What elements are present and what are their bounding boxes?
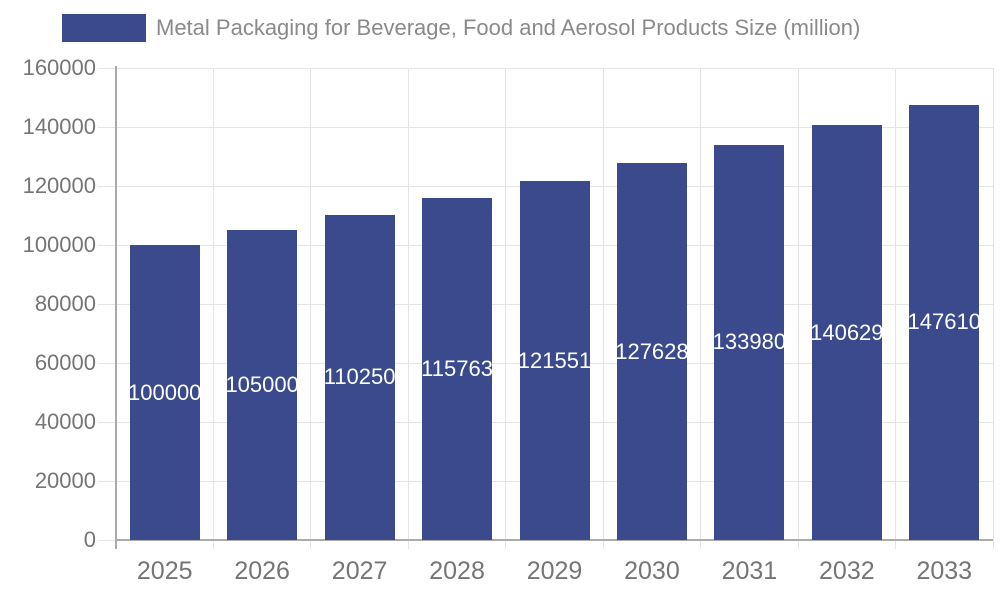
bar[interactable]: 127628 xyxy=(616,163,687,540)
bar-value-label: 127628 xyxy=(616,338,687,364)
y-axis-tick-label: 80000 xyxy=(34,291,96,316)
x-gridline xyxy=(212,68,214,549)
y-axis-tick-label: 100000 xyxy=(22,232,96,257)
x-axis-tick-label: 2027 xyxy=(331,557,388,585)
bar[interactable]: 100000 xyxy=(129,245,200,540)
x-gridline xyxy=(505,68,507,549)
y-tick xyxy=(98,539,116,541)
x-axis-tick-label: 2029 xyxy=(526,557,583,585)
y-axis-tick-label: 120000 xyxy=(22,173,96,198)
bar-value-label: 110250 xyxy=(324,364,395,390)
bar-value-label: 105000 xyxy=(227,372,298,398)
y-axis-tick-label: 0 xyxy=(83,527,96,552)
x-gridline xyxy=(407,68,409,549)
y-axis-tick-label: 20000 xyxy=(34,468,96,493)
legend-swatch-icon[interactable] xyxy=(62,14,146,42)
bar[interactable]: 105000 xyxy=(227,230,298,540)
x-axis-tick-label: 2032 xyxy=(819,557,875,585)
bar-value-label: 100000 xyxy=(129,379,200,405)
y-gridline xyxy=(98,126,993,128)
x-axis-tick-label: 2026 xyxy=(234,557,290,585)
legend[interactable]: Metal Packaging for Beverage, Food and A… xyxy=(62,14,860,42)
x-axis-line xyxy=(116,539,993,541)
bar-value-label: 115763 xyxy=(422,356,493,382)
x-axis-tick-label: 2025 xyxy=(136,557,193,585)
y-axis-tick-label: 140000 xyxy=(22,114,96,139)
x-gridline xyxy=(602,68,604,549)
y-gridline xyxy=(98,67,993,69)
bar[interactable]: 115763 xyxy=(422,198,493,540)
x-gridline xyxy=(700,68,702,549)
x-gridline xyxy=(992,68,994,549)
legend-label: Metal Packaging for Beverage, Food and A… xyxy=(156,15,861,40)
bar[interactable]: 110250 xyxy=(324,214,395,540)
x-gridline xyxy=(310,68,312,549)
x-axis-tick-label: 2033 xyxy=(916,557,973,585)
y-axis-tick-label: 160000 xyxy=(22,55,96,80)
x-gridline xyxy=(895,68,897,549)
x-gridline xyxy=(797,68,799,549)
y-axis-line xyxy=(115,66,117,549)
bar-value-label: 147610 xyxy=(909,309,980,335)
bar-value-label: 140629 xyxy=(811,319,882,345)
bar-value-label: 133980 xyxy=(714,329,785,355)
x-axis-tick-label: 2030 xyxy=(624,557,680,585)
bar[interactable]: 140629 xyxy=(811,125,882,540)
x-axis-tick-label: 2031 xyxy=(721,557,778,585)
y-axis-tick-label: 40000 xyxy=(34,409,96,434)
bar[interactable]: 133980 xyxy=(714,144,785,540)
bar-value-label: 121551 xyxy=(519,347,590,373)
x-axis-tick-label: 2028 xyxy=(429,557,485,585)
bar[interactable]: 121551 xyxy=(519,181,590,540)
y-axis-tick-label: 60000 xyxy=(34,350,96,375)
bar[interactable]: 147610 xyxy=(909,104,980,540)
